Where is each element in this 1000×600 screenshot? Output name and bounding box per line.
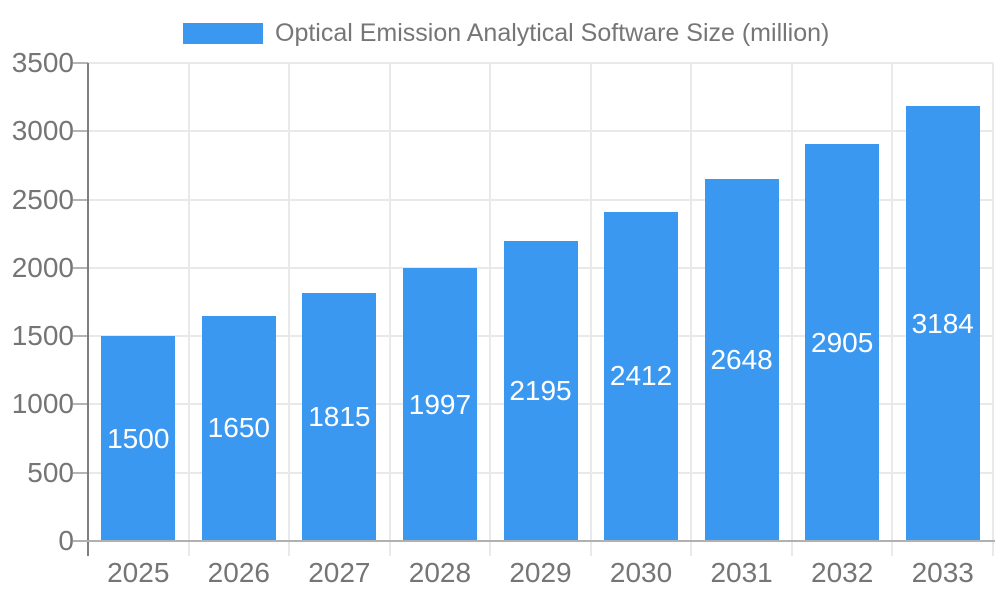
bar-value-label: 2195 bbox=[509, 375, 572, 407]
y-tick-label: 3000 bbox=[11, 115, 74, 147]
x-axis-line bbox=[73, 540, 995, 542]
y-tick-label: 2000 bbox=[11, 251, 74, 283]
gridline-v bbox=[589, 63, 592, 556]
gridline-v bbox=[790, 63, 793, 556]
y-tick-mark bbox=[73, 335, 88, 338]
bar-2032[interactable]: 2905 bbox=[805, 144, 880, 541]
gridline-v bbox=[288, 63, 291, 556]
bar-2031[interactable]: 2648 bbox=[704, 179, 779, 541]
gridline-v bbox=[992, 63, 994, 556]
bar-value-label: 1997 bbox=[408, 388, 472, 420]
gridline-h bbox=[88, 198, 993, 201]
bar-value-label: 1815 bbox=[308, 401, 371, 433]
bar-2029[interactable]: 2195 bbox=[503, 241, 578, 541]
bar-2027[interactable]: 1815 bbox=[302, 293, 377, 541]
legend-swatch-icon bbox=[183, 23, 263, 44]
bar-2030[interactable]: 2412 bbox=[604, 211, 679, 541]
bar-value-label: 2905 bbox=[811, 326, 874, 358]
plot-area: 1500 1650 1815 1997 2195 2412 2648 2905 3184 bbox=[88, 62, 994, 556]
bar-value-label: 3184 bbox=[911, 307, 974, 339]
gridline-h bbox=[88, 130, 993, 133]
x-tick-label: 2029 bbox=[509, 557, 572, 588]
bar-value-label: 2412 bbox=[609, 360, 673, 392]
x-tick-label: 2026 bbox=[207, 557, 270, 588]
bar-value-label: 1650 bbox=[207, 412, 270, 444]
y-tick-mark bbox=[73, 62, 88, 64]
y-tick-mark bbox=[73, 266, 88, 269]
gridline-h bbox=[88, 62, 993, 64]
gridline-v bbox=[489, 63, 492, 556]
gridline-v bbox=[690, 63, 693, 556]
y-tick-label: 2500 bbox=[11, 183, 74, 215]
y-tick-mark bbox=[73, 198, 88, 201]
bar-2033[interactable]: 3184 bbox=[905, 106, 980, 541]
y-tick-label: 0 bbox=[58, 525, 74, 556]
legend[interactable]: Optical Emission Analytical Software Siz… bbox=[183, 21, 829, 46]
gridline-v bbox=[187, 63, 190, 556]
bar-2025[interactable]: 1500 bbox=[101, 336, 176, 541]
y-tick-mark bbox=[73, 130, 88, 133]
y-tick-mark bbox=[73, 403, 88, 406]
x-tick-label: 2025 bbox=[107, 557, 170, 588]
x-tick-label: 2033 bbox=[911, 557, 974, 588]
gridline-v bbox=[388, 63, 391, 556]
y-tick-mark bbox=[73, 471, 88, 474]
x-tick-label: 2028 bbox=[408, 557, 472, 588]
x-tick-label: 2032 bbox=[811, 557, 874, 588]
bar-2026[interactable]: 1650 bbox=[201, 315, 276, 541]
x-tick-label: 2030 bbox=[609, 557, 673, 588]
bar-2028[interactable]: 1997 bbox=[402, 268, 477, 541]
bar-value-label: 2648 bbox=[710, 344, 773, 376]
y-axis-line bbox=[87, 63, 89, 556]
bar-value-label: 1500 bbox=[107, 422, 170, 454]
legend-label: Optical Emission Analytical Software Siz… bbox=[275, 19, 830, 47]
y-tick-label: 1500 bbox=[11, 320, 74, 352]
y-tick-label: 1000 bbox=[11, 388, 74, 420]
x-tick-label: 2031 bbox=[710, 557, 773, 588]
gridline-v bbox=[891, 63, 894, 556]
y-tick-label: 500 bbox=[27, 456, 74, 488]
y-tick-label: 3500 bbox=[11, 47, 74, 78]
x-tick-label: 2027 bbox=[308, 557, 371, 588]
